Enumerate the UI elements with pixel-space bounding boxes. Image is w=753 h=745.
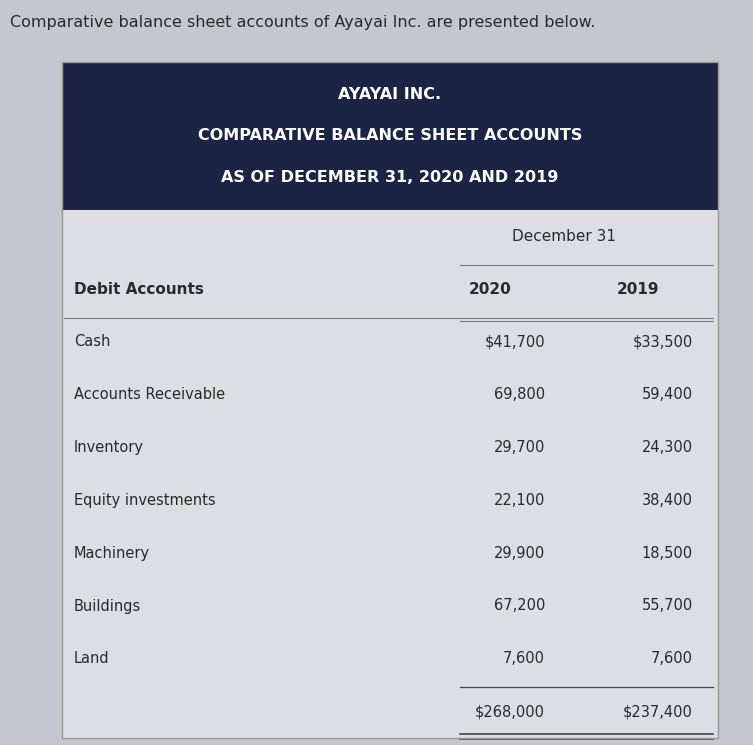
Text: AYAYAI INC.: AYAYAI INC. (338, 87, 441, 102)
Text: 55,700: 55,700 (642, 598, 693, 613)
Text: 7,600: 7,600 (503, 651, 545, 666)
Text: 29,700: 29,700 (494, 440, 545, 455)
Bar (62, 62, 718, 738)
Bar (62, 62, 718, 210)
Text: 38,400: 38,400 (642, 493, 693, 508)
Text: $33,500: $33,500 (633, 335, 693, 349)
Text: Equity investments: Equity investments (74, 493, 215, 508)
Text: 67,200: 67,200 (494, 598, 545, 613)
Text: 7,600: 7,600 (651, 651, 693, 666)
Text: $237,400: $237,400 (623, 704, 693, 719)
Text: $41,700: $41,700 (484, 335, 545, 349)
Text: 22,100: 22,100 (494, 493, 545, 508)
Text: AS OF DECEMBER 31, 2020 AND 2019: AS OF DECEMBER 31, 2020 AND 2019 (221, 170, 559, 185)
Text: COMPARATIVE BALANCE SHEET ACCOUNTS: COMPARATIVE BALANCE SHEET ACCOUNTS (198, 128, 582, 144)
Text: Cash: Cash (74, 335, 111, 349)
Text: Buildings: Buildings (74, 598, 142, 613)
Text: 59,400: 59,400 (642, 387, 693, 402)
Text: 18,500: 18,500 (642, 545, 693, 561)
Text: Comparative balance sheet accounts of Ayayai Inc. are presented below.: Comparative balance sheet accounts of Ay… (10, 14, 596, 30)
Text: December 31: December 31 (512, 229, 616, 244)
Text: Accounts Receivable: Accounts Receivable (74, 387, 225, 402)
Text: Inventory: Inventory (74, 440, 144, 455)
Text: 2020: 2020 (468, 282, 511, 297)
Text: 24,300: 24,300 (642, 440, 693, 455)
Text: Land: Land (74, 651, 110, 666)
Text: 69,800: 69,800 (494, 387, 545, 402)
Text: 29,900: 29,900 (494, 545, 545, 561)
Text: $268,000: $268,000 (475, 704, 545, 719)
Text: Machinery: Machinery (74, 545, 150, 561)
Bar (62, 210, 718, 738)
Text: 2019: 2019 (617, 282, 659, 297)
Text: Debit Accounts: Debit Accounts (74, 282, 204, 297)
